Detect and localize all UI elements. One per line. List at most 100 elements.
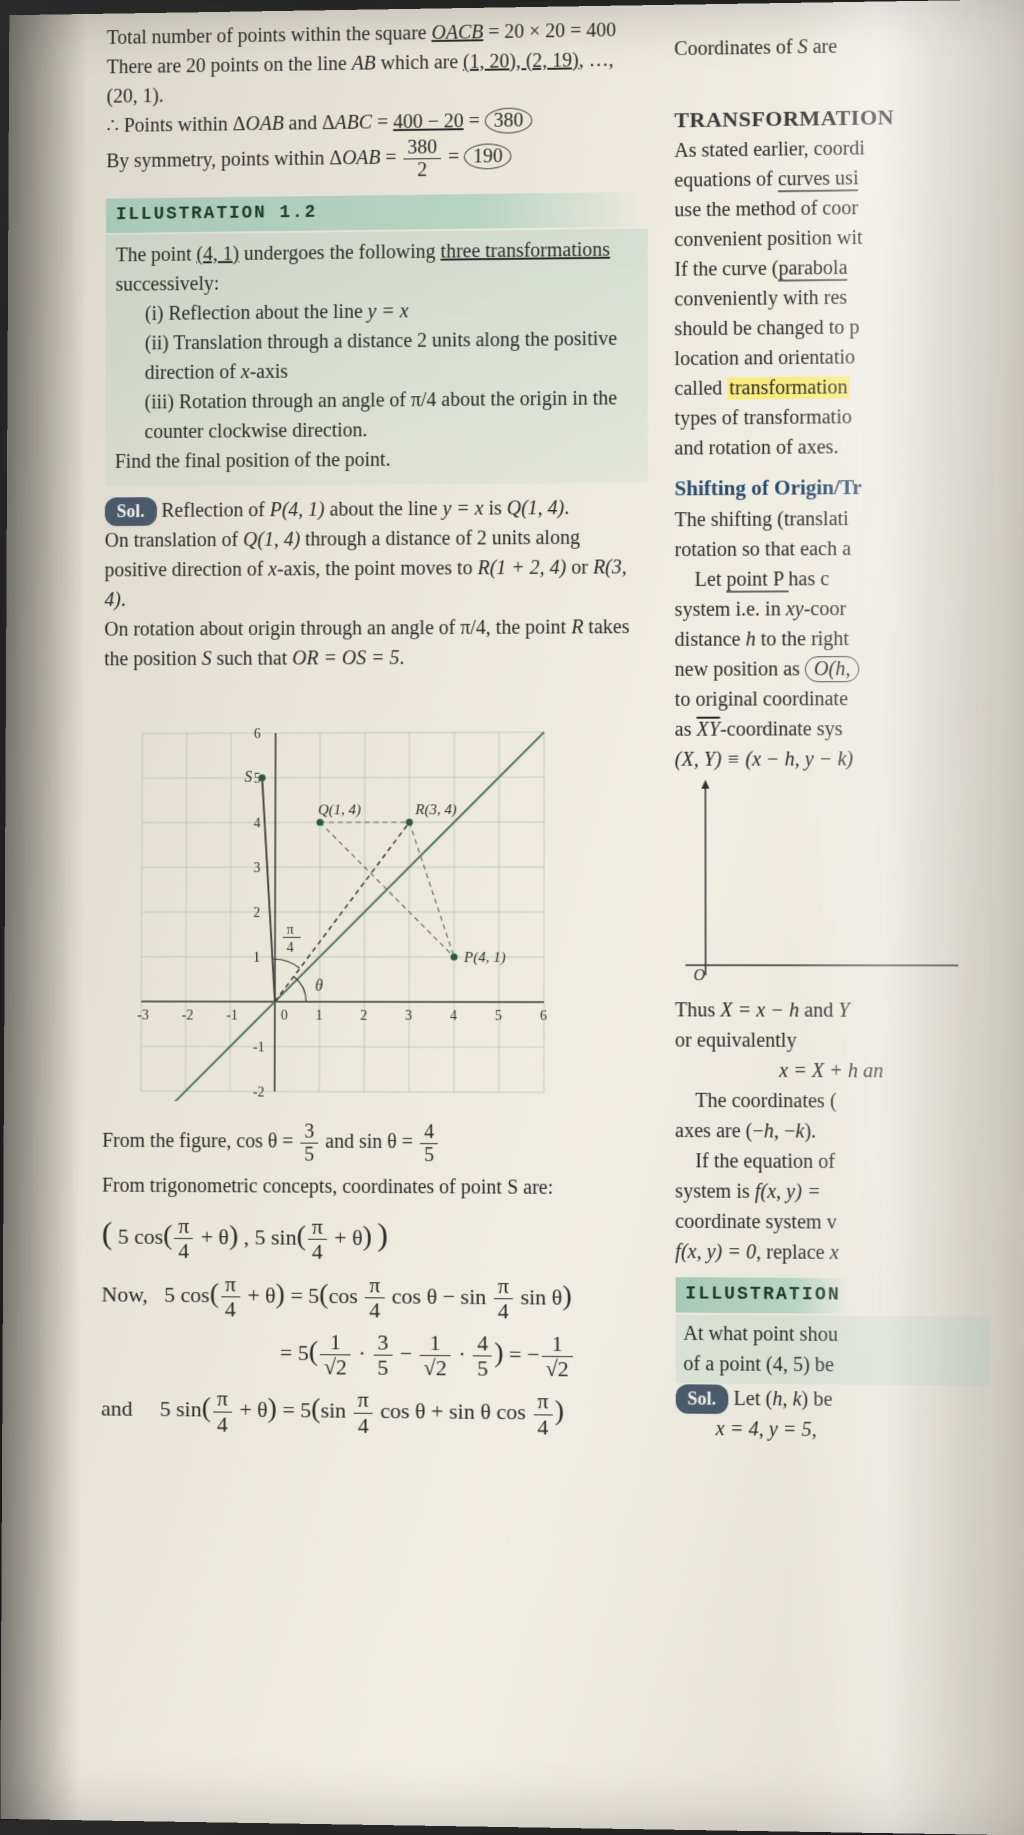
after-graph-block: From the figure, cos θ = 35 and sin θ = … bbox=[101, 1120, 649, 1441]
text: The coordinates ( bbox=[675, 1085, 988, 1116]
text: = bbox=[372, 111, 393, 133]
frac-num: 3 bbox=[300, 1121, 318, 1144]
text: XY bbox=[697, 718, 720, 740]
text: = 5 bbox=[280, 1340, 309, 1365]
frac-num: π bbox=[494, 1274, 513, 1299]
text: , replace bbox=[756, 1241, 830, 1264]
text: y = x bbox=[368, 300, 409, 322]
sol-badge: Sol. bbox=[105, 497, 157, 526]
text: such that bbox=[211, 648, 292, 670]
text: . bbox=[121, 589, 126, 611]
text: . bbox=[564, 497, 569, 519]
frac-num: π bbox=[221, 1272, 240, 1297]
svg-text:2: 2 bbox=[360, 1009, 367, 1024]
text: If the equation of bbox=[675, 1146, 988, 1178]
text: ∴ Points within Δ bbox=[106, 113, 245, 136]
frac-den: 2 bbox=[403, 159, 441, 181]
text: xy bbox=[786, 598, 804, 620]
svg-text:S: S bbox=[244, 769, 252, 786]
text: cos bbox=[328, 1282, 357, 1307]
text: (1, 20), (2, 19) bbox=[463, 50, 579, 73]
text: X = x − h bbox=[720, 999, 799, 1021]
text: S bbox=[798, 36, 808, 58]
text: = − bbox=[509, 1341, 539, 1366]
text: + θ bbox=[334, 1225, 362, 1250]
text: f(x, y) = bbox=[755, 1180, 821, 1203]
svg-text:Q(1, 4): Q(1, 4) bbox=[318, 802, 361, 818]
text: Y bbox=[838, 999, 849, 1021]
frac-den: 4 bbox=[308, 1240, 327, 1264]
frac-num: π bbox=[174, 1214, 193, 1239]
text: = bbox=[443, 146, 464, 168]
text: conveniently with res bbox=[674, 281, 985, 314]
text: system is bbox=[675, 1180, 755, 1203]
svg-text:P(4, 1): P(4, 1) bbox=[463, 950, 506, 966]
text: x bbox=[268, 559, 277, 581]
text: -axis bbox=[250, 361, 288, 383]
text: 400 − 20 bbox=[393, 110, 464, 133]
svg-text:4: 4 bbox=[254, 816, 261, 831]
solution-block: Sol. Reflection of P(4, 1) about the lin… bbox=[104, 493, 648, 675]
text: are bbox=[808, 36, 838, 58]
equation: and 5 sin(π4 + θ) = 5(sin π4 cos θ + sin… bbox=[101, 1386, 649, 1441]
frac-num: 1 bbox=[420, 1331, 451, 1357]
sol-badge: Sol. bbox=[675, 1384, 728, 1414]
frac-num: π bbox=[213, 1387, 232, 1412]
text: = 5 bbox=[290, 1282, 319, 1307]
text: Total number of points within the square bbox=[107, 22, 432, 49]
text: -coordinate sys bbox=[720, 718, 843, 740]
text: 5 sin bbox=[160, 1396, 202, 1421]
text: should be changed to p bbox=[674, 311, 985, 344]
frac-den: 4 bbox=[494, 1299, 513, 1323]
text: OAB bbox=[245, 113, 283, 135]
text: is bbox=[484, 498, 507, 520]
top-block: Total number of points within the square… bbox=[106, 15, 648, 185]
text: h bbox=[746, 628, 756, 650]
frac-num: 1 bbox=[320, 1330, 351, 1356]
highlighted-text: transformation bbox=[727, 376, 849, 399]
text: R bbox=[571, 616, 583, 638]
text: to original coordinate bbox=[675, 683, 987, 714]
text: and rotation of axes. bbox=[675, 431, 986, 463]
svg-text:θ: θ bbox=[315, 977, 323, 994]
text: Q(1, 4) bbox=[243, 529, 300, 551]
svg-text:6: 6 bbox=[540, 1009, 547, 1024]
text: curves usi bbox=[778, 167, 859, 192]
text: of a point (4, 5) be bbox=[683, 1348, 981, 1381]
equation: ( 5 cos(π4 + θ) , 5 sin(π4 + θ) ) bbox=[102, 1209, 649, 1267]
text: OACB bbox=[432, 22, 484, 44]
text: There are 20 points on the line bbox=[107, 53, 352, 78]
frac-den: √2 bbox=[541, 1357, 572, 1382]
frac-den: 4 bbox=[213, 1412, 232, 1436]
text: O(h, bbox=[805, 656, 860, 682]
text: Thus bbox=[675, 999, 720, 1021]
text: , …, bbox=[579, 49, 614, 71]
text: x bbox=[241, 361, 250, 383]
text: · bbox=[358, 1340, 365, 1365]
frac-den: √2 bbox=[320, 1355, 351, 1380]
frac-num: π bbox=[533, 1389, 552, 1415]
text: called bbox=[675, 378, 728, 400]
text: x = X + h an bbox=[675, 1055, 988, 1086]
text: ) be bbox=[802, 1388, 833, 1411]
text: If the curve ( bbox=[674, 258, 778, 281]
frac-den: 5 bbox=[420, 1144, 438, 1166]
text: · bbox=[458, 1341, 465, 1366]
text: Q(1, 4) bbox=[507, 497, 565, 519]
text: equations of bbox=[674, 168, 777, 191]
text: three transformations bbox=[441, 239, 611, 263]
text: which are bbox=[376, 51, 463, 74]
text: or equivalently bbox=[675, 1025, 988, 1056]
frac-num: 4 bbox=[420, 1121, 438, 1144]
text: On rotation about origin through an angl… bbox=[104, 616, 571, 640]
frac-den: 5 bbox=[373, 1356, 392, 1380]
frac-num: 380 bbox=[404, 136, 442, 159]
text: use the method of coor bbox=[674, 192, 985, 226]
text: coordinate system v bbox=[675, 1206, 989, 1238]
side-column: Coordinates of S are TRANSFORMATION As s… bbox=[674, 10, 989, 1447]
text: The point bbox=[116, 244, 197, 267]
equation: = 5(1√2 · 35 − 1√2 · 45) = −1√2 bbox=[101, 1328, 648, 1382]
text: Reflection of bbox=[156, 499, 269, 522]
frac-den: 4 bbox=[354, 1413, 373, 1438]
svg-text:4: 4 bbox=[450, 1009, 457, 1024]
